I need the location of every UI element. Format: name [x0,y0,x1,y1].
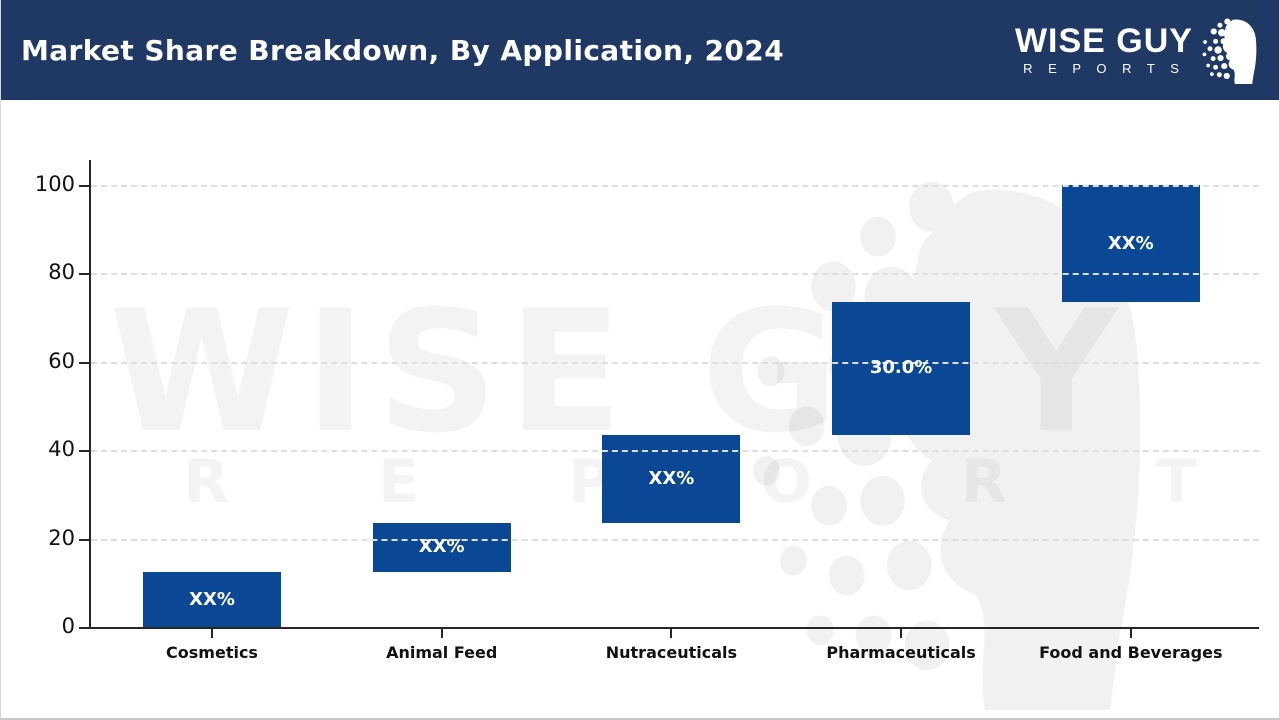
x-tick-mark [900,629,903,638]
x-tick-mark [1129,629,1132,638]
logo-text: WISE GUY R E P O R T S [1015,24,1193,76]
y-tick-label: 100 [34,172,75,196]
bar-food-and-beverages [1061,185,1200,303]
x-tick-mark [211,629,213,638]
x-tick-mark [440,629,443,638]
y-tick-mark [79,273,89,276]
y-tick-label: 40 [48,437,75,462]
gridline-100 [91,185,1259,187]
bar-cosmetics [143,571,281,627]
gridline-80 [91,273,1259,276]
x-tick-label: Pharmaceuticals [826,643,976,662]
y-tick-mark [79,185,89,187]
chart-title: Market Share Breakdown, By Application, … [21,33,785,67]
header-banner: Market Share Breakdown, By Application, … [1,0,1279,100]
wise-guy-logo: WISE GUY R E P O R T S [1015,16,1259,84]
bar-nutraceuticals [602,434,741,524]
logo-wordmark: WISE GUY [1014,22,1193,60]
logo-subtitle: R E P O R T S [1023,61,1185,76]
y-tick-mark [79,361,89,364]
gridline-20 [91,538,1259,541]
y-tick-mark [79,538,89,541]
y-tick-label: 80 [48,260,75,285]
gridline-60 [91,361,1259,364]
wise-guy-face-icon [1202,18,1257,84]
x-tick-label: Animal Feed [386,643,498,662]
y-tick-label: 20 [48,525,75,550]
y-tick-mark [79,450,89,453]
y-axis-line [89,160,91,629]
x-tick-label: Nutraceuticals [605,643,738,662]
x-tick-label: Cosmetics [166,643,258,662]
y-tick-mark [79,627,89,629]
bar-pharmaceuticals [832,302,971,435]
x-tick-mark [670,629,673,638]
bar-animal-feed [372,523,511,572]
waterfall-chart: WISE GUY R E P O R T S 020406080100XX%Co… [1,100,1279,718]
y-tick-label: 60 [48,348,75,373]
gridline-40 [91,450,1259,453]
y-tick-label: 0 [61,614,75,638]
x-tick-label: Food and Beverages [1039,643,1223,662]
x-axis-line [89,627,1259,629]
